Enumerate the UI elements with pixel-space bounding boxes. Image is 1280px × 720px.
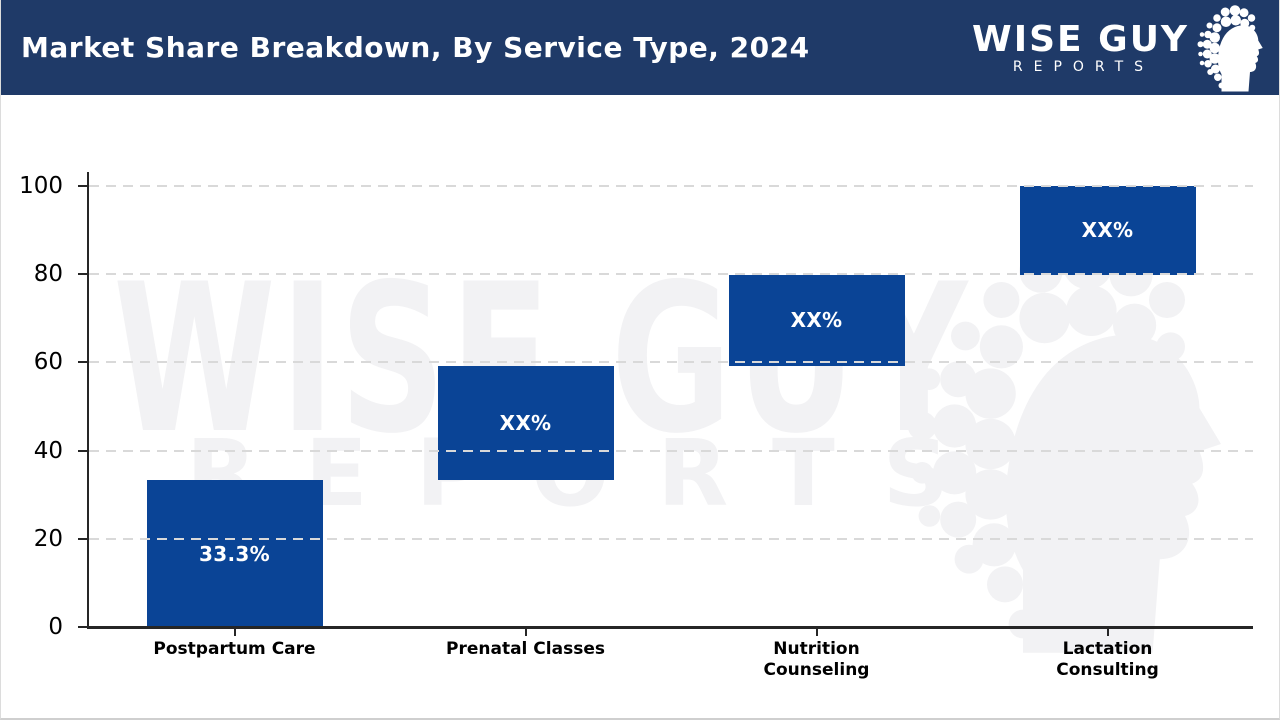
page-title: Market Share Breakdown, By Service Type,… (21, 31, 810, 64)
y-tick-60 (78, 361, 87, 364)
y-tick-label-40: 40 (33, 437, 63, 464)
y-tick-40 (78, 449, 87, 452)
bar-value-label-prenatal-classes: XX% (499, 410, 552, 435)
y-tick-label-0: 0 (48, 614, 63, 640)
logo-head-icon (1197, 5, 1263, 92)
gridline-100 (89, 185, 1253, 187)
category-label-nutrition-counseling: Nutrition Counseling (763, 639, 870, 681)
bar-nutrition-counseling: XX% (728, 274, 905, 366)
y-tick-label-80: 80 (33, 261, 63, 288)
gridline-80 (89, 273, 1253, 276)
y-axis-spine (87, 172, 89, 629)
y-tick-20 (78, 537, 87, 540)
gridline-40 (89, 449, 1253, 452)
category-label-lactation-consulting: Lactation Consulting (1056, 639, 1159, 681)
y-tick-label-20: 20 (33, 525, 63, 552)
bar-postpartum-care: 33.3% (146, 480, 323, 627)
watermark-head-icon (907, 238, 1221, 653)
gridline-20 (89, 537, 1253, 540)
y-tick-100 (78, 185, 87, 187)
bar-lactation-consulting: XX% (1019, 186, 1196, 275)
y-tick-0 (78, 626, 87, 628)
y-tick-label-60: 60 (33, 349, 63, 376)
x-tick-prenatal-classes (524, 629, 527, 636)
bar-value-label-nutrition-counseling: XX% (790, 308, 843, 333)
plot-area: 33.3% XX% XX% XX% (78, 172, 1253, 636)
bar-value-label-postpartum-care: 33.3% (199, 541, 270, 566)
y-axis-labels: 0 20 40 60 80 100 (1, 173, 79, 640)
category-label-postpartum-care: Postpartum Care (153, 639, 316, 659)
x-tick-postpartum-care (233, 629, 236, 636)
bar-prenatal-classes: XX% (437, 365, 614, 481)
bar-value-label-lactation-consulting: XX% (1081, 218, 1134, 243)
brand-logo: WISE GUY REPORTS (972, 2, 1271, 94)
y-tick-label-100: 100 (19, 173, 63, 199)
header-bar: Market Share Breakdown, By Service Type,… (1, 0, 1279, 95)
logo-text-wise-guy: WISE GUY (971, 18, 1189, 60)
category-label-prenatal-classes: Prenatal Classes (446, 639, 605, 659)
y-tick-80 (78, 273, 87, 276)
x-tick-nutrition-counseling (815, 629, 818, 636)
x-axis-spine (87, 626, 1253, 629)
gridline-60 (89, 361, 1253, 364)
x-tick-lactation-consulting (1106, 629, 1109, 636)
logo-text-reports: REPORTS (1012, 59, 1155, 76)
